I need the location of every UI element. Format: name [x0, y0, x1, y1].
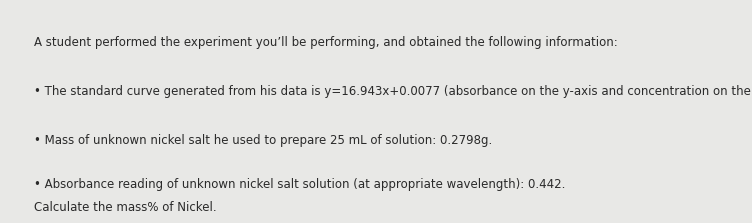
- Text: • Mass of unknown nickel salt he used to prepare 25 mL of solution: 0.2798g.: • Mass of unknown nickel salt he used to…: [34, 134, 492, 147]
- Text: Calculate the mass% of Nickel.: Calculate the mass% of Nickel.: [34, 201, 217, 214]
- Text: • Absorbance reading of unknown nickel salt solution (at appropriate wavelength): • Absorbance reading of unknown nickel s…: [34, 178, 566, 191]
- Text: A student performed the experiment you’ll be performing, and obtained the follow: A student performed the experiment you’l…: [34, 36, 617, 49]
- Text: • The standard curve generated from his data is y=16.943x+0.0077 (absorbance on : • The standard curve generated from his …: [34, 85, 752, 98]
